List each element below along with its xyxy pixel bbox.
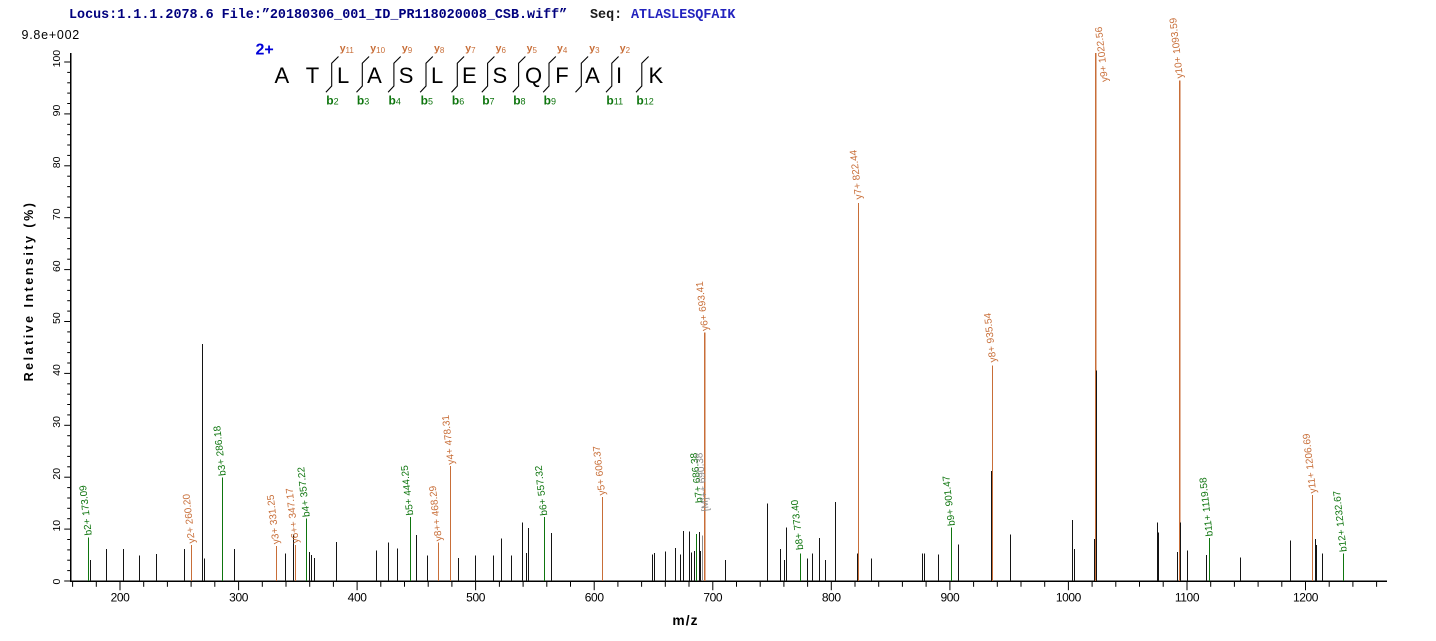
svg-text:400: 400 — [348, 591, 368, 605]
svg-text:y7: y7 — [465, 43, 476, 56]
svg-text:b5: b5 — [421, 93, 433, 107]
svg-text:y10: y10 — [370, 43, 385, 56]
svg-text:70: 70 — [51, 208, 63, 220]
svg-text:Seq:: Seq: — [590, 8, 622, 23]
svg-text:20: 20 — [51, 468, 63, 480]
svg-text:A: A — [585, 63, 600, 88]
svg-text:1200: 1200 — [1293, 591, 1319, 605]
svg-text:80: 80 — [51, 156, 63, 168]
svg-text:2+: 2+ — [256, 42, 274, 59]
svg-text:900: 900 — [940, 591, 960, 605]
svg-text:L: L — [337, 63, 349, 88]
svg-text:Q: Q — [525, 63, 542, 88]
svg-text:y4: y4 — [557, 43, 568, 56]
svg-text:1100: 1100 — [1175, 591, 1200, 605]
svg-text:y11: y11 — [340, 43, 355, 56]
svg-text:500: 500 — [466, 591, 486, 605]
svg-text:b4: b4 — [389, 93, 401, 107]
svg-text:b11: b11 — [606, 93, 623, 107]
svg-text:b8: b8 — [513, 93, 525, 107]
svg-text:90: 90 — [51, 105, 63, 117]
svg-text:y8: y8 — [434, 43, 445, 56]
svg-text:K: K — [649, 63, 664, 88]
svg-text:100: 100 — [51, 50, 63, 68]
svg-text:1000: 1000 — [1056, 591, 1082, 605]
svg-text:A: A — [274, 63, 289, 88]
svg-text:b7: b7 — [482, 93, 494, 107]
svg-text:10: 10 — [51, 520, 63, 532]
svg-text:Relative Intensity (%): Relative Intensity (%) — [22, 201, 36, 382]
svg-text:30: 30 — [51, 416, 63, 428]
svg-text:ATLASLESQFAIK: ATLASLESQFAIK — [631, 8, 736, 23]
svg-text:L: L — [431, 63, 443, 88]
svg-text:60: 60 — [51, 260, 63, 272]
svg-text:b6: b6 — [452, 93, 464, 107]
svg-text:Locus:1.1.1.2078.6 File:”20180: Locus:1.1.1.2078.6 File:”20180306_001_ID… — [69, 8, 567, 23]
svg-text:600: 600 — [585, 591, 605, 605]
svg-text:T: T — [306, 63, 319, 88]
svg-text:800: 800 — [822, 591, 842, 605]
svg-text:b2: b2 — [326, 93, 338, 107]
svg-text:S: S — [492, 63, 507, 88]
svg-text:9.8e+002: 9.8e+002 — [22, 28, 80, 42]
svg-text:0: 0 — [51, 579, 63, 585]
svg-text:S: S — [399, 63, 414, 88]
svg-text:40: 40 — [51, 364, 63, 376]
svg-text:700: 700 — [703, 591, 723, 605]
svg-text:y6: y6 — [496, 43, 507, 56]
svg-text:y3: y3 — [589, 43, 600, 56]
svg-text:300: 300 — [229, 591, 249, 605]
svg-text:y9: y9 — [402, 43, 413, 56]
svg-text:F: F — [555, 63, 568, 88]
svg-text:m/z: m/z — [672, 613, 698, 628]
svg-text:50: 50 — [51, 312, 63, 324]
svg-text:y5: y5 — [527, 43, 538, 56]
svg-text:A: A — [367, 63, 382, 88]
svg-text:y2: y2 — [620, 43, 631, 56]
svg-text:200: 200 — [111, 591, 131, 605]
svg-text:I: I — [616, 63, 622, 88]
svg-text:b12: b12 — [636, 93, 653, 107]
svg-text:b9: b9 — [544, 93, 556, 107]
svg-text:E: E — [462, 63, 477, 88]
svg-text:b3: b3 — [357, 93, 369, 107]
